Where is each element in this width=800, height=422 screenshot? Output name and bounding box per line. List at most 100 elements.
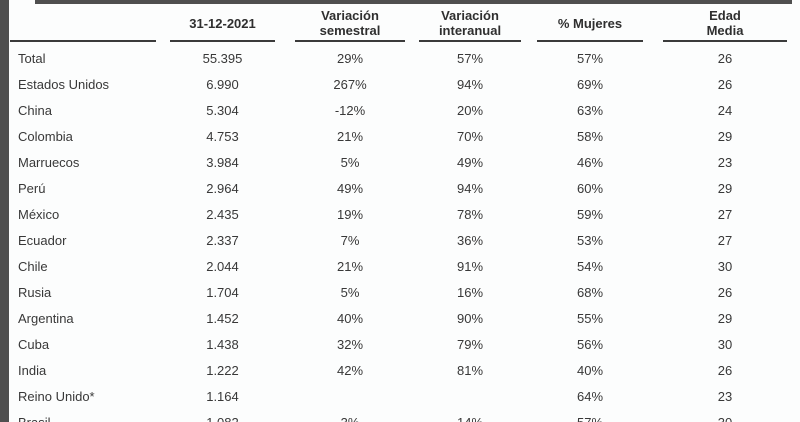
header-rule [294,40,406,42]
left-edge-bar [0,0,9,422]
cell-value: 79% [456,337,484,352]
cell-value: 3% [285,410,415,422]
cell-value: 26 [717,51,733,66]
cell-value: 23 [717,389,733,404]
cell-value: 23 [717,155,733,170]
cell-value: 36% [456,233,484,248]
table-row: Argentina 1.452 40% 90% 55% 29 [10,306,795,332]
row-label: Perú [18,181,46,196]
cell-value: 1.452 [206,311,239,326]
table-row: Chile 2.044 21% 91% 54% 30 [10,254,795,280]
cell-value: 57% [576,51,604,66]
cell-value: 7% [340,233,360,248]
row-label: Argentina [18,311,74,326]
row-label: Colombia [18,129,73,144]
table-row: Reino Unido* 1.164 64% 23 [10,384,795,410]
cell-value: 1.222 [206,363,239,378]
row-label: China [18,103,52,118]
cell-value: 26 [717,363,733,378]
header-rule [537,40,643,42]
header-rule [170,40,275,42]
cell-value: 27 [717,207,733,222]
table-row: China 5.304 -12% 20% 63% 24 [10,98,795,124]
cell-value [285,384,415,410]
cell-value: 267% [333,77,367,92]
cell-value: 16% [456,285,484,300]
cell-value: 30 [655,410,795,422]
cell-value: 57% [525,410,655,422]
cell-value: 40% [576,363,604,378]
cell-value: 60% [576,181,604,196]
cell-value: 1.704 [206,285,239,300]
header-rule-row [10,40,795,46]
cell-value: 2.044 [206,259,239,274]
cell-value: 21% [336,129,364,144]
cell-value: 1.164 [206,389,239,404]
country-stats-table: 31-12-2021 Variación semestral Variación… [10,6,795,422]
cell-value: 59% [576,207,604,222]
cell-value: 42% [336,363,364,378]
cell-value: 78% [456,207,484,222]
cell-value: 21% [336,259,364,274]
cell-value: 24 [717,103,733,118]
header-cell-variacion-interanual: Variación interanual [415,6,525,40]
header-label-variacion-interanual: Variación interanual [438,8,502,38]
table-row: Colombia 4.753 21% 70% 58% 29 [10,124,795,150]
cell-value: 63% [576,103,604,118]
cell-value: 14% [415,410,525,422]
cell-value: 58% [576,129,604,144]
header-cell-country [10,6,160,40]
cell-value: 20% [456,103,484,118]
cell-value: 2.964 [206,181,239,196]
row-label: Reino Unido* [18,389,95,404]
header-cell-edad-media: Edad Media [655,6,795,40]
cell-value: 26 [717,285,733,300]
table-row: Brasil 1.082 3% 14% 57% 30 [10,410,795,422]
header-label-edad-media: Edad Media [706,8,744,38]
cell-value: 53% [576,233,604,248]
header-label-variacion-semestral: Variación semestral [319,8,381,38]
cell-value: 3.984 [206,155,239,170]
row-label: Ecuador [18,233,67,248]
cell-value: 29% [336,51,364,66]
table-row: Rusia 1.704 5% 16% 68% 26 [10,280,795,306]
table-row: Estados Unidos 6.990 267% 94% 69% 26 [10,72,795,98]
cell-value: 94% [456,181,484,196]
row-label: Marruecos [18,155,80,170]
table-row: Total 55.395 29% 57% 57% 26 [10,46,795,72]
row-label: Estados Unidos [18,77,110,92]
cell-value: 5.304 [206,103,239,118]
cell-value: 69% [576,77,604,92]
header-cell-mujeres: % Mujeres [525,6,655,40]
table-row: Perú 2.964 49% 94% 60% 29 [10,176,795,202]
cell-value: 81% [456,363,484,378]
cell-value: 19% [336,207,364,222]
cell-value: 27 [717,233,733,248]
cell-value [415,384,525,410]
table-row: Marruecos 3.984 5% 49% 46% 23 [10,150,795,176]
header-cell-variacion-semestral: Variación semestral [285,6,415,40]
cell-value: 1.438 [206,337,239,352]
cell-value: 4.753 [206,129,239,144]
row-label: Total [18,51,46,66]
cell-value: 56% [576,337,604,352]
cell-value: 49% [456,155,484,170]
cell-value: -12% [334,103,366,118]
header-label-date: 31-12-2021 [189,15,256,31]
header-rule [10,40,156,42]
cell-value: 55% [576,311,604,326]
row-label: Cuba [18,337,50,352]
cell-value: 2.435 [206,207,239,222]
table-body: Total 55.395 29% 57% 57% 26 Estados Unid… [10,46,795,422]
top-edge-bar [35,0,792,4]
cell-value: 46% [576,155,604,170]
cell-value: 91% [456,259,484,274]
cell-value: 49% [336,181,364,196]
table-row: India 1.222 42% 81% 40% 26 [10,358,795,384]
header-rule [662,40,788,42]
cell-value: 68% [576,285,604,300]
cell-value: 2.337 [206,233,239,248]
cell-value: 30 [717,259,733,274]
table-header-row: 31-12-2021 Variación semestral Variación… [10,6,795,40]
